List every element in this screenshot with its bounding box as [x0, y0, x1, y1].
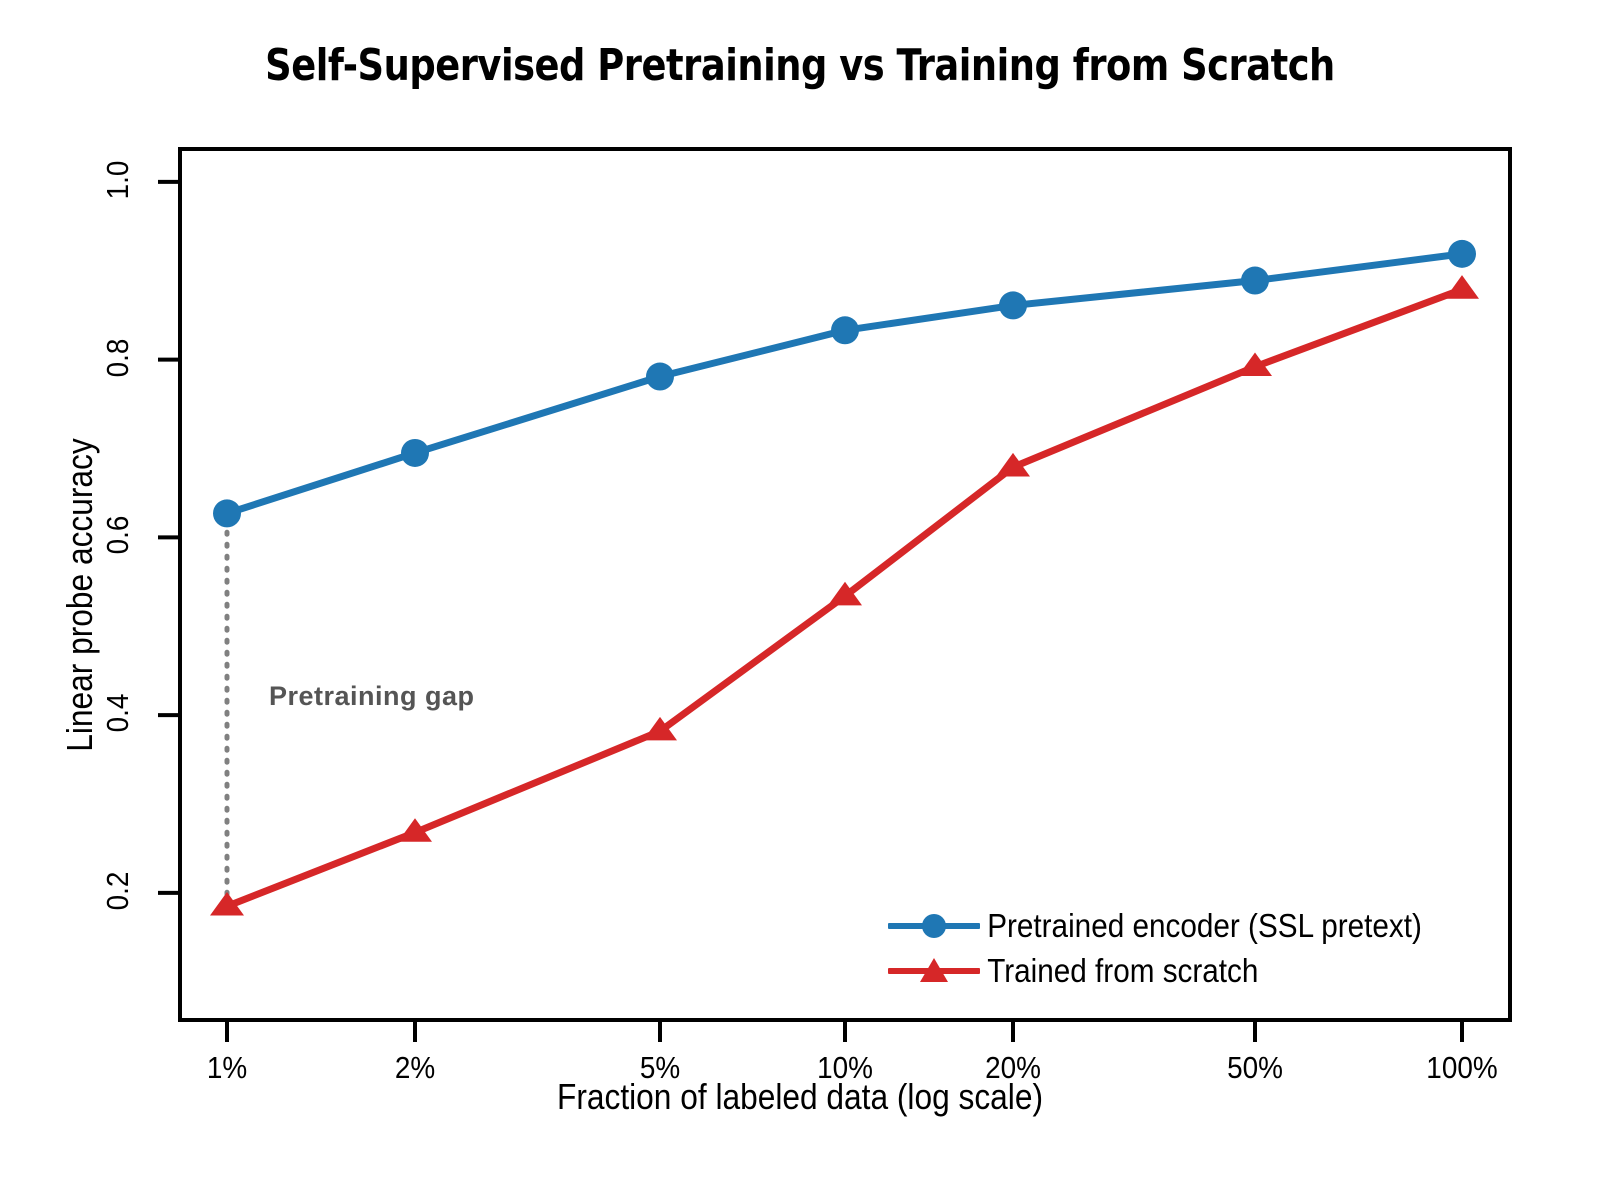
- data-point-marker[interactable]: [643, 716, 677, 741]
- legend-marker-triangle-icon: [888, 948, 980, 993]
- legend-item-pretrained[interactable]: Pretrained encoder (SSL pretext): [888, 903, 1471, 948]
- data-point-marker[interactable]: [1448, 239, 1476, 268]
- chart-legend: Pretrained encoder (SSL pretext) Trained…: [888, 903, 1471, 993]
- y-axis-tick-label: 0.8: [100, 338, 135, 378]
- legend-label-pretrained: Pretrained encoder (SSL pretext): [987, 906, 1422, 944]
- data-point-marker[interactable]: [996, 452, 1030, 477]
- y-axis-tick-label: 0.6: [100, 515, 135, 555]
- legend-item-scratch[interactable]: Trained from scratch: [888, 948, 1471, 993]
- y-axis-title: Linear probe accuracy: [59, 438, 100, 752]
- x-axis-tick-label: 10%: [817, 1050, 873, 1085]
- x-axis-tick-label: 50%: [1227, 1050, 1283, 1085]
- data-point-marker[interactable]: [1241, 266, 1269, 295]
- chart-title: Self-Supervised Pretraining vs Training …: [265, 40, 1335, 91]
- y-axis-tick-label: 0.4: [100, 693, 135, 733]
- x-axis-tick-label: 2%: [394, 1050, 436, 1085]
- legend-label-scratch: Trained from scratch: [987, 951, 1259, 989]
- x-axis-tick-label: 1%: [206, 1050, 248, 1085]
- y-axis-tick-label: 1.0: [100, 160, 135, 200]
- y-axis-tick-label: 0.2: [100, 871, 135, 911]
- data-point-marker[interactable]: [1445, 275, 1479, 299]
- data-point-marker[interactable]: [213, 499, 241, 528]
- data-point-marker[interactable]: [831, 316, 859, 345]
- x-axis-title: Fraction of labeled data (log scale): [556, 1076, 1044, 1117]
- data-point-marker[interactable]: [401, 438, 429, 467]
- data-point-marker[interactable]: [1238, 352, 1272, 377]
- data-point-marker[interactable]: [999, 291, 1027, 320]
- x-axis-tick-label: 5%: [639, 1050, 681, 1085]
- legend-marker-circle-icon: [888, 903, 980, 948]
- data-point-marker[interactable]: [210, 891, 244, 916]
- pretraining-gap-label: Pretraining gap: [269, 681, 475, 712]
- x-axis-tick-label: 20%: [985, 1050, 1041, 1085]
- series-line-pretrained: [223, 250, 1466, 517]
- data-point-marker[interactable]: [828, 581, 862, 606]
- data-point-marker[interactable]: [646, 362, 674, 391]
- data-point-marker[interactable]: [398, 818, 432, 842]
- x-axis-tick-label: 100%: [1426, 1050, 1498, 1085]
